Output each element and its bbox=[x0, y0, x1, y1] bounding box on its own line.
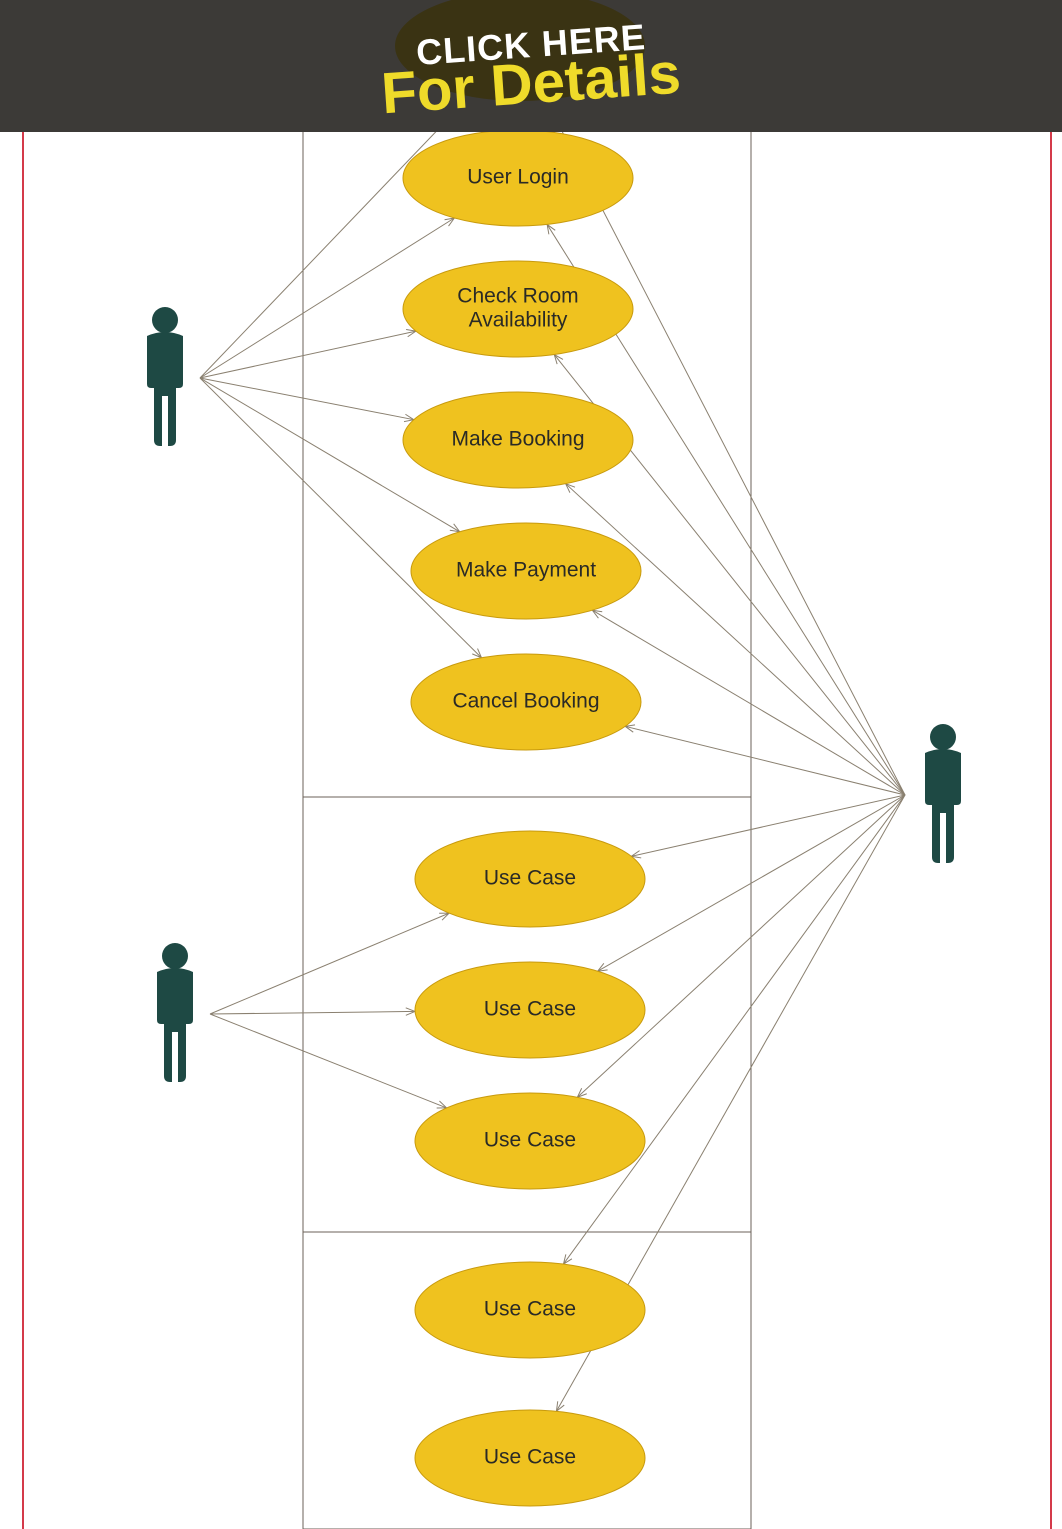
usecase: Use Case bbox=[415, 1410, 645, 1506]
usecase: Use Case bbox=[415, 831, 645, 927]
usecase-label: Cancel Booking bbox=[452, 690, 599, 713]
usecase-label: Use Case bbox=[484, 1446, 576, 1469]
usecase: Check RoomAvailability bbox=[403, 261, 633, 357]
usecase: Make Payment bbox=[411, 523, 641, 619]
actor-icon bbox=[147, 307, 183, 446]
usecase-diagram-svg: Vi...User LoginCheck RoomAvailabilityMak… bbox=[0, 0, 1062, 1529]
usecase-label: User Login bbox=[467, 166, 569, 189]
actor-icon bbox=[925, 724, 961, 863]
usecase-label: Make Payment bbox=[456, 559, 596, 582]
usecase-label: Make Booking bbox=[451, 428, 584, 451]
usecase: User Login bbox=[403, 130, 633, 226]
usecase-label: Check Room bbox=[457, 284, 578, 307]
usecase-label: Use Case bbox=[484, 1129, 576, 1152]
usecase-label: Availability bbox=[469, 309, 568, 332]
usecase-label: Use Case bbox=[484, 998, 576, 1021]
usecase-label: Use Case bbox=[484, 867, 576, 890]
diagram-canvas: Vi...User LoginCheck RoomAvailabilityMak… bbox=[0, 0, 1062, 1529]
usecase: Use Case bbox=[415, 1093, 645, 1189]
usecase-label: Use Case bbox=[484, 1298, 576, 1321]
usecase: Use Case bbox=[415, 962, 645, 1058]
actor-icon bbox=[157, 943, 193, 1082]
promo-banner[interactable]: CLICK HERE For Details bbox=[0, 0, 1062, 132]
usecase: Make Booking bbox=[403, 392, 633, 488]
usecase: Use Case bbox=[415, 1262, 645, 1358]
usecase: Cancel Booking bbox=[411, 654, 641, 750]
usecases-layer: Vi...User LoginCheck RoomAvailabilityMak… bbox=[403, 0, 645, 1506]
